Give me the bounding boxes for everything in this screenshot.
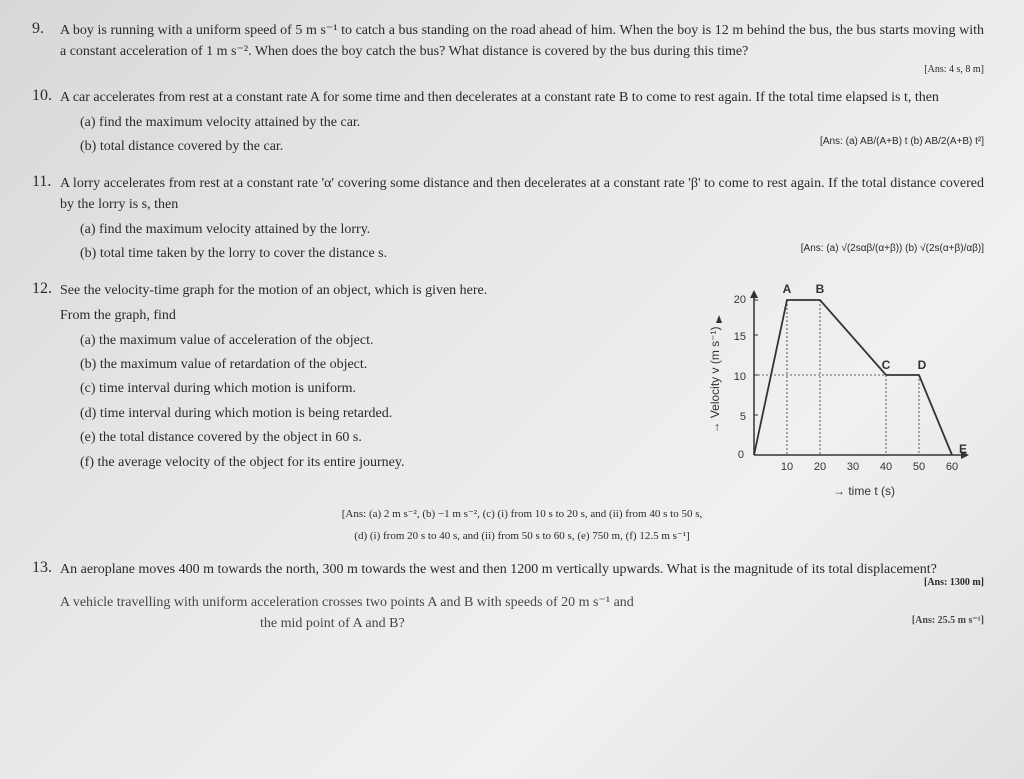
point-e: E [959, 442, 967, 456]
q14-text: A vehicle travelling with uniform accele… [60, 592, 984, 613]
q9-answer: [Ans: 4 s, 8 m] [60, 64, 984, 75]
q12-from: From the graph, find [60, 305, 694, 326]
x-tick-0: 0 [738, 449, 744, 461]
q10-sub-b: (b) total distance covered by the car. [80, 136, 283, 158]
x-tick-30: 30 [847, 461, 859, 473]
question-12: 12. See the velocity-time graph for the … [60, 280, 984, 545]
q10-sub-a: (a) find the maximum velocity attained b… [80, 112, 984, 134]
q9-text: A boy is running with a uniform speed of… [60, 20, 984, 62]
q11-sub-a: (a) find the maximum velocity attained b… [80, 219, 984, 241]
point-d: D [918, 358, 927, 372]
question-10: 10. A car accelerates from rest at a con… [60, 87, 984, 161]
y-axis-label: → Velocity v (m s⁻¹) [708, 326, 722, 433]
q12-sub-c: (c) time interval during which motion is… [80, 378, 694, 400]
x-tick-40: 40 [880, 461, 892, 473]
q12-number: 12. [32, 280, 52, 298]
q10-number: 10. [32, 87, 52, 105]
x-tick-50: 50 [913, 461, 925, 473]
q11-text: A lorry accelerates from rest at a const… [60, 173, 984, 215]
velocity-time-chart: 0 10 20 30 40 50 60 5 10 15 20 [704, 280, 984, 500]
q12-sub-a: (a) the maximum value of acceleration of… [80, 330, 694, 352]
point-b: B [816, 282, 825, 296]
y-tick-10: 10 [734, 371, 746, 383]
question-14-partial: A vehicle travelling with uniform accele… [60, 592, 984, 634]
q12-sub-d: (d) time interval during which motion is… [80, 403, 694, 425]
q11-number: 11. [32, 173, 51, 191]
y-tick-5: 5 [740, 411, 746, 423]
point-c: C [882, 358, 891, 372]
q12-answer-2: (d) (i) from 20 s to 40 s, and (ii) from… [60, 528, 984, 545]
x-axis-label: → time t (s) [833, 484, 895, 498]
q11-sub-b: (b) total time taken by the lorry to cov… [80, 243, 387, 265]
q13-text: An aeroplane moves 400 m towards the nor… [60, 559, 984, 580]
q9-number: 9. [32, 20, 44, 38]
q10-text: A car accelerates from rest at a constan… [60, 87, 984, 108]
q12-sub-e: (e) the total distance covered by the ob… [80, 427, 694, 449]
q13-answer: [Ans: 1300 m] [924, 577, 984, 588]
q12-sub-f: (f) the average velocity of the object f… [80, 452, 694, 474]
question-9: 9. A boy is running with a uniform speed… [60, 20, 984, 75]
q12-text: See the velocity-time graph for the moti… [60, 280, 694, 301]
chart-line [754, 300, 952, 455]
q11-answer: [Ans: (a) √(2sαβ/(α+β)) (b) √(2s(α+β)/αβ… [801, 243, 984, 267]
x-tick-10: 10 [781, 461, 793, 473]
x-tick-20: 20 [814, 461, 826, 473]
x-tick-60: 60 [946, 461, 958, 473]
q12-sub-b: (b) the maximum value of retardation of … [80, 354, 694, 376]
q13-number: 13. [32, 559, 52, 577]
q14-text2: the mid point of A and B? [260, 613, 405, 634]
q14-answer: [Ans: 25.5 m s⁻¹] [912, 615, 984, 634]
q12-answer-1: [Ans: (a) 2 m s⁻², (b) −1 m s⁻², (c) (i)… [60, 506, 984, 523]
point-a: A [783, 282, 792, 296]
y-tick-15: 15 [734, 331, 746, 343]
q10-answer: [Ans: (a) AB/(A+B) t (b) AB/2(A+B) t²] [820, 136, 984, 160]
question-13: 13. An aeroplane moves 400 m towards the… [60, 559, 984, 580]
question-11: 11. A lorry accelerates from rest at a c… [60, 173, 984, 268]
y-tick-20: 20 [734, 294, 746, 306]
